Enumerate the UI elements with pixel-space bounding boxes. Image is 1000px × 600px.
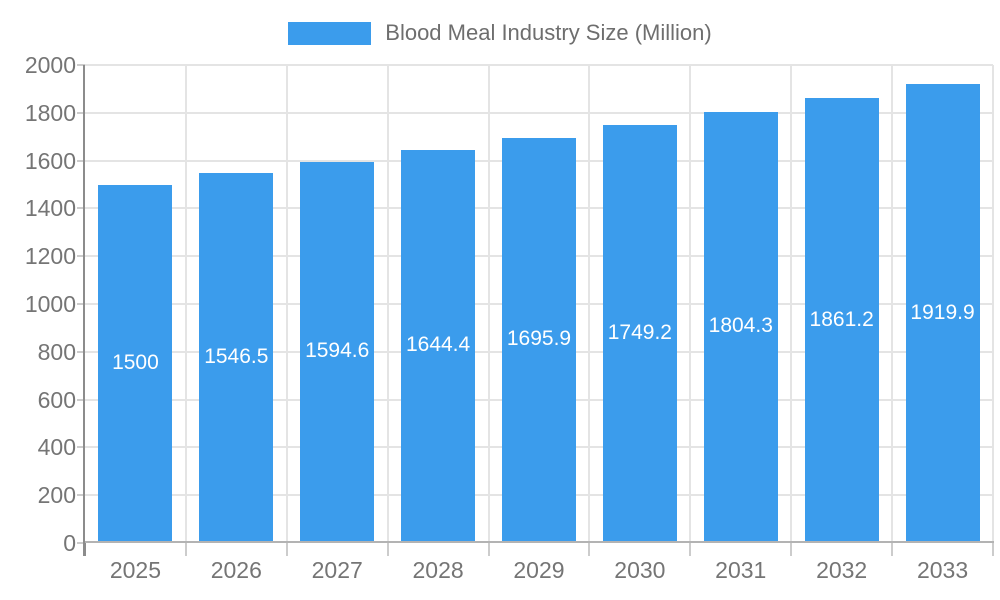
bar-value-label: 1861.2 <box>809 307 874 331</box>
x-tick <box>386 543 389 556</box>
x-axis-line <box>84 541 994 543</box>
y-tick <box>77 398 85 401</box>
y-tick <box>77 64 85 66</box>
y-axis-line <box>83 65 85 556</box>
y-axis-label: 1800 <box>24 99 76 126</box>
y-axis-label: 2000 <box>24 52 76 78</box>
legend: Blood Meal Industry Size (Million) <box>0 21 1000 45</box>
bar-value-label: 1804.3 <box>708 314 773 338</box>
bar-2026[interactable] <box>199 173 274 541</box>
x-axis-label: 2025 <box>109 557 162 583</box>
x-axis-label: 2027 <box>311 557 363 583</box>
x-axis-label: 2031 <box>715 557 767 583</box>
y-tick <box>77 207 85 210</box>
bar-value-label: 1546.5 <box>204 345 269 369</box>
y-gridline <box>85 111 993 114</box>
x-axis-label: 2032 <box>816 557 868 583</box>
y-axis-label: 200 <box>37 482 76 509</box>
x-gridline <box>689 65 692 543</box>
x-tick <box>689 543 692 556</box>
x-tick <box>84 543 86 556</box>
x-gridline <box>386 65 389 543</box>
x-axis-label: 2029 <box>513 557 565 583</box>
x-tick <box>184 543 187 556</box>
bar-value-label: 1644.4 <box>405 333 471 357</box>
bar-value-label: 1594.6 <box>305 339 370 363</box>
y-tick <box>77 446 85 449</box>
bar-value-label: 1695.9 <box>506 327 572 351</box>
x-gridline <box>588 65 591 543</box>
x-gridline <box>184 65 187 543</box>
x-axis-label: 2033 <box>916 557 969 583</box>
x-axis-label: 2026 <box>210 557 262 583</box>
y-tick <box>77 111 85 114</box>
y-tick <box>77 542 85 544</box>
legend-swatch-icon <box>288 21 372 45</box>
bar-value-label: 1749.2 <box>607 320 672 344</box>
x-gridline <box>790 65 793 543</box>
x-gridline <box>487 65 490 543</box>
legend-item[interactable]: Blood Meal Industry Size (Million) <box>288 20 712 45</box>
bar-2033[interactable] <box>905 84 980 541</box>
bar-value-label: 1500 <box>112 350 159 374</box>
bar-2027[interactable] <box>300 161 375 541</box>
bar-2029[interactable] <box>502 137 576 541</box>
y-axis-label: 1400 <box>24 195 76 222</box>
bar-2030[interactable] <box>602 124 677 541</box>
x-gridline <box>891 65 894 543</box>
bar-2025[interactable] <box>98 184 173 541</box>
x-gridline <box>992 65 994 543</box>
y-axis-label: 400 <box>37 434 76 461</box>
x-gridline <box>285 65 288 543</box>
x-axis-label: 2028 <box>412 557 464 583</box>
y-axis-label: 800 <box>37 338 76 365</box>
x-tick <box>790 543 793 556</box>
x-tick <box>588 543 591 556</box>
y-axis-label: 1200 <box>24 243 76 270</box>
bar-2028[interactable] <box>401 149 476 541</box>
y-tick <box>77 303 85 305</box>
y-axis-label: 600 <box>37 386 76 413</box>
y-tick <box>77 255 85 258</box>
y-axis-label: 1600 <box>24 147 76 174</box>
x-tick <box>992 543 994 556</box>
x-tick <box>891 543 894 556</box>
bar-value-label: 1919.9 <box>910 300 975 324</box>
y-axis-label: 0 <box>63 530 76 556</box>
y-tick <box>77 350 85 353</box>
bar-2032[interactable] <box>804 98 879 541</box>
x-tick <box>285 543 288 556</box>
bar-2031[interactable] <box>703 111 778 541</box>
y-axis-label: 1000 <box>24 291 76 317</box>
y-gridline <box>85 64 993 66</box>
legend-label: Blood Meal Industry Size (Million) <box>385 20 712 45</box>
y-tick <box>77 494 85 497</box>
x-tick <box>487 543 490 556</box>
y-tick <box>77 159 85 162</box>
x-axis-label: 2030 <box>614 557 666 583</box>
